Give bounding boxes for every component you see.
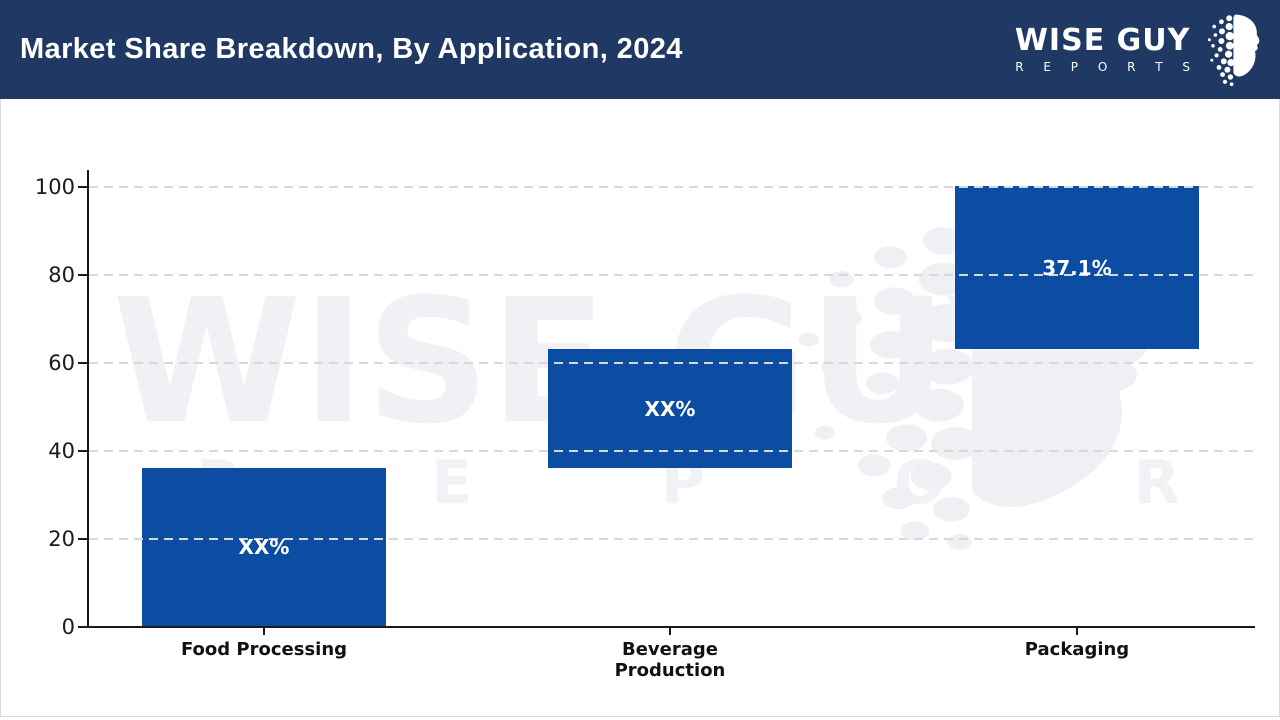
brand-subtitle: R E P O R T S: [1015, 60, 1198, 74]
y-tick-label: 0: [61, 615, 75, 639]
gridline: [89, 186, 1255, 188]
brand-face-icon: [1207, 13, 1260, 86]
brand-logo: WISE GUY R E P O R T S: [1007, 11, 1264, 89]
x-tick-mark: [263, 628, 265, 635]
brand-name: WISE GUY: [1014, 23, 1191, 58]
y-tick-label: 100: [34, 175, 75, 199]
gridline: [89, 450, 1255, 452]
y-tick-mark: [78, 538, 87, 540]
y-tick-label: 80: [48, 263, 75, 287]
header: Market Share Breakdown, By Application, …: [0, 0, 1280, 99]
y-axis-line: [87, 170, 89, 628]
y-tick-mark: [78, 450, 87, 452]
y-tick-label: 20: [48, 527, 75, 551]
x-tick-mark: [1076, 628, 1078, 635]
gridline: [89, 274, 1255, 276]
x-category-label: Packaging: [1024, 639, 1130, 660]
y-tick-mark: [78, 274, 87, 276]
y-tick-label: 40: [48, 439, 75, 463]
bar-label: XX%: [644, 396, 696, 421]
bar-label: 37.1%: [1042, 255, 1112, 280]
bar-label: XX%: [238, 535, 290, 560]
x-category-label: Food Processing: [180, 639, 348, 660]
y-tick-mark: [78, 362, 87, 364]
gridline: [89, 362, 1255, 364]
y-tick-mark: [78, 626, 87, 628]
page-title: Market Share Breakdown, By Application, …: [20, 33, 683, 65]
brand-logo-text: WISE GUY R E P O R T S: [1007, 23, 1198, 75]
bar-1: [142, 468, 386, 626]
gridline: [89, 538, 1255, 540]
bar-2: [548, 349, 792, 469]
x-category-label: Beverage Production: [614, 639, 726, 681]
x-tick-mark: [669, 628, 671, 635]
x-axis-line: [87, 626, 1255, 628]
y-tick-mark: [78, 186, 87, 188]
y-tick-label: 60: [48, 351, 75, 375]
bar-3: [955, 186, 1199, 350]
